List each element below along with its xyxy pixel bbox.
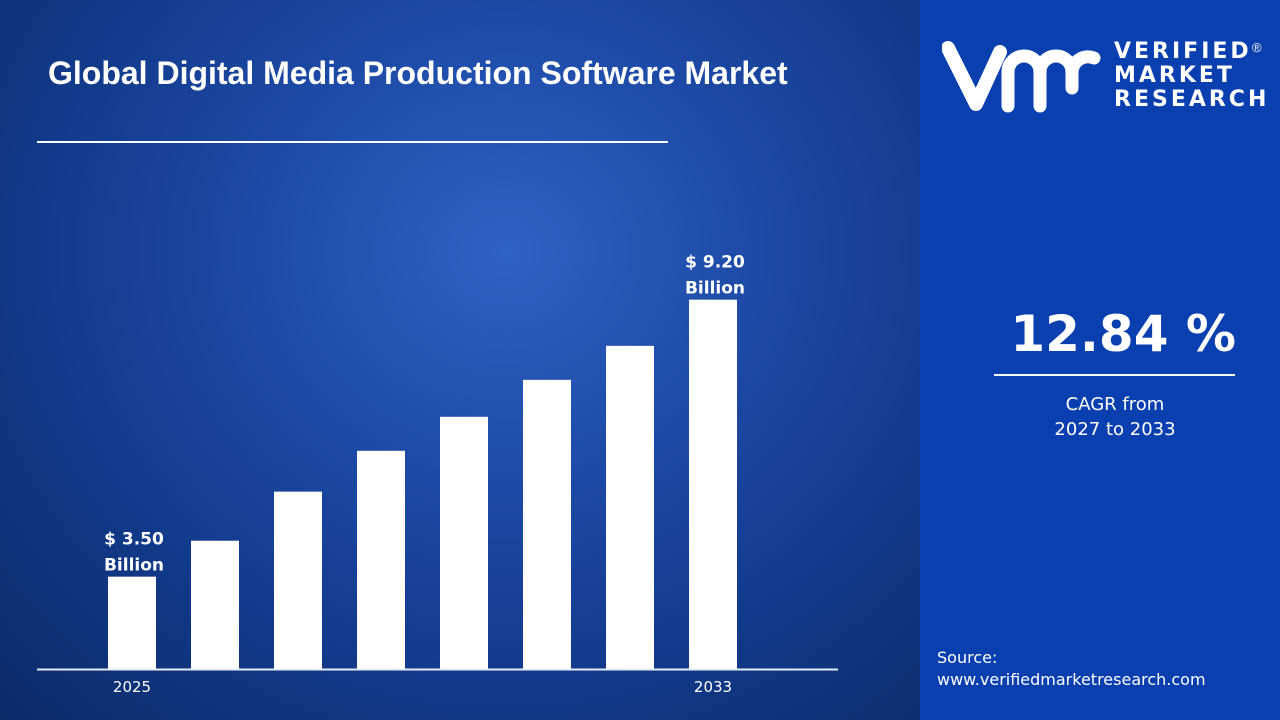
cagr-value: 12.84 %	[1010, 305, 1236, 363]
source-note: Source: www.verifiedmarketresearch.com	[937, 647, 1206, 691]
cagr-divider	[994, 374, 1235, 376]
data-label: Billion	[685, 279, 745, 299]
x-tick-label: 2025	[113, 678, 151, 696]
source-label: Source:	[937, 648, 998, 667]
bar-chart: 2025 2033 $ 3.50 Billion $ 9.20 Billion	[37, 253, 838, 696]
cagr-caption-line-2: 2027 to 2033	[1054, 419, 1176, 440]
registered-mark: ®	[1252, 40, 1262, 55]
bar	[440, 416, 488, 669]
brand-name: VERIFIED MARKET RESEARCH	[1114, 40, 1269, 112]
vmr-logo-icon	[942, 41, 1101, 113]
bar	[274, 491, 322, 669]
brand-line-2: MARKET	[1114, 63, 1235, 88]
data-label: $ 9.20	[685, 253, 745, 273]
x-tick-label: 2033	[694, 678, 732, 696]
page-title: Global Digital Media Production Software…	[48, 55, 788, 91]
bar	[108, 576, 156, 669]
bar	[523, 379, 571, 669]
data-label: $ 3.50	[104, 530, 164, 550]
bar	[191, 540, 239, 669]
cagr-caption: CAGR from 2027 to 2033	[1020, 392, 1210, 442]
bar	[689, 299, 737, 669]
source-url: www.verifiedmarketresearch.com	[937, 670, 1206, 689]
side-panel	[920, 0, 1280, 720]
brand-line-1: VERIFIED	[1114, 39, 1252, 64]
cagr-caption-line-1: CAGR from	[1065, 394, 1165, 415]
data-label: Billion	[104, 556, 164, 576]
brand-line-3: RESEARCH	[1114, 87, 1270, 112]
bar	[357, 450, 405, 669]
bar	[606, 345, 654, 669]
title-divider	[37, 141, 668, 143]
